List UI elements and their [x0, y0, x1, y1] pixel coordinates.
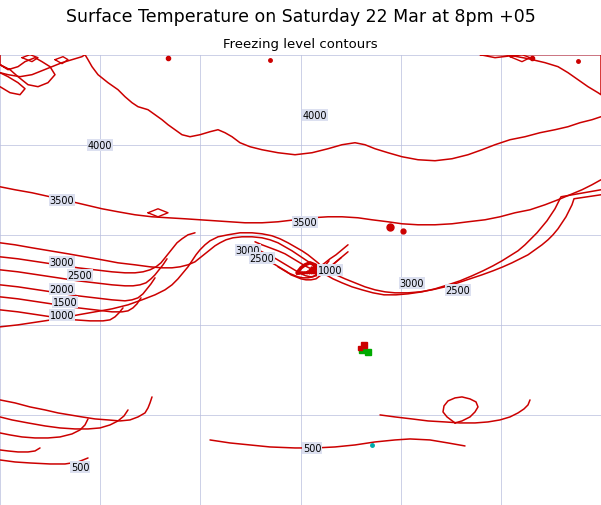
Text: 500: 500 [303, 443, 322, 453]
Text: 500: 500 [71, 462, 90, 472]
Text: 4000: 4000 [88, 140, 112, 150]
Text: 1000: 1000 [50, 310, 75, 320]
Text: 3000: 3000 [400, 278, 424, 288]
Text: 3500: 3500 [293, 217, 317, 227]
Text: 3000: 3000 [236, 245, 260, 256]
Text: Freezing level contours: Freezing level contours [223, 38, 378, 51]
Text: 1000: 1000 [318, 265, 342, 275]
Text: 2000: 2000 [50, 284, 75, 294]
Text: 3000: 3000 [50, 258, 75, 267]
Text: 1500: 1500 [53, 297, 78, 307]
Text: 4000: 4000 [303, 111, 328, 121]
Text: 2500: 2500 [249, 254, 275, 263]
Text: 2500: 2500 [445, 285, 471, 295]
Text: Surface Temperature on Saturday 22 Mar at 8pm +05: Surface Temperature on Saturday 22 Mar a… [66, 8, 535, 26]
Text: 3500: 3500 [50, 195, 75, 206]
Text: 2500: 2500 [68, 270, 93, 280]
